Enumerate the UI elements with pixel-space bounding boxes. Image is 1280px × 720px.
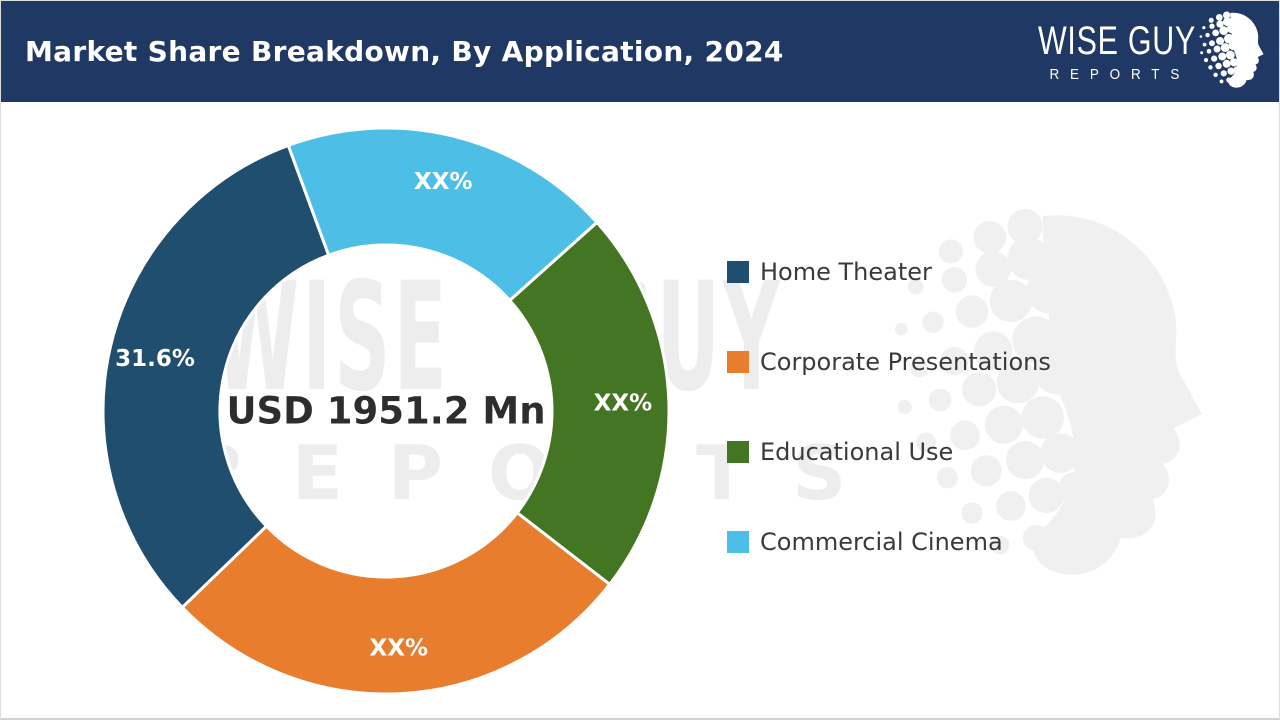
legend-label: Home Theater — [760, 258, 932, 286]
legend-swatch-corporate-presentations — [727, 351, 749, 373]
chart-center-value: USD 1951.2 Mn — [226, 389, 546, 433]
legend-label: Commercial Cinema — [760, 528, 1003, 556]
logo-wiseguy-label: WISE GUY — [1037, 18, 1197, 63]
logo-reports-label: REPORTS — [1049, 65, 1190, 83]
legend-label: Educational Use — [760, 438, 954, 466]
legend-swatch-educational-use — [727, 441, 749, 463]
legend-swatch-home-theater — [727, 261, 749, 283]
legend-swatch-commercial-cinema — [727, 531, 749, 553]
slice-percentage-label: XX% — [370, 636, 429, 662]
wiseguy-logo: WISE GUY REPORTS — [1013, 10, 1265, 93]
legend-item-commercial-cinema: Commercial Cinema — [727, 528, 1051, 556]
slice-percentage-label: 31.6% — [115, 346, 195, 372]
legend-item-educational-use: Educational Use — [727, 438, 1051, 466]
header-bar: Market Share Breakdown, By Application, … — [1, 1, 1279, 102]
donut-slice-corporate-presentations — [180, 511, 612, 696]
wiseguy-face-icon — [1199, 10, 1264, 88]
page-title: Market Share Breakdown, By Application, … — [25, 35, 784, 68]
legend-item-home-theater: Home Theater — [727, 258, 1051, 286]
chart-legend: Home Theater Corporate Presentations Edu… — [727, 258, 1051, 618]
legend-item-corporate-presentations: Corporate Presentations — [727, 348, 1051, 376]
legend-label: Corporate Presentations — [760, 348, 1051, 376]
logo-text: WISE GUY REPORTS — [1013, 21, 1221, 83]
slice-percentage-label: XX% — [414, 169, 473, 195]
